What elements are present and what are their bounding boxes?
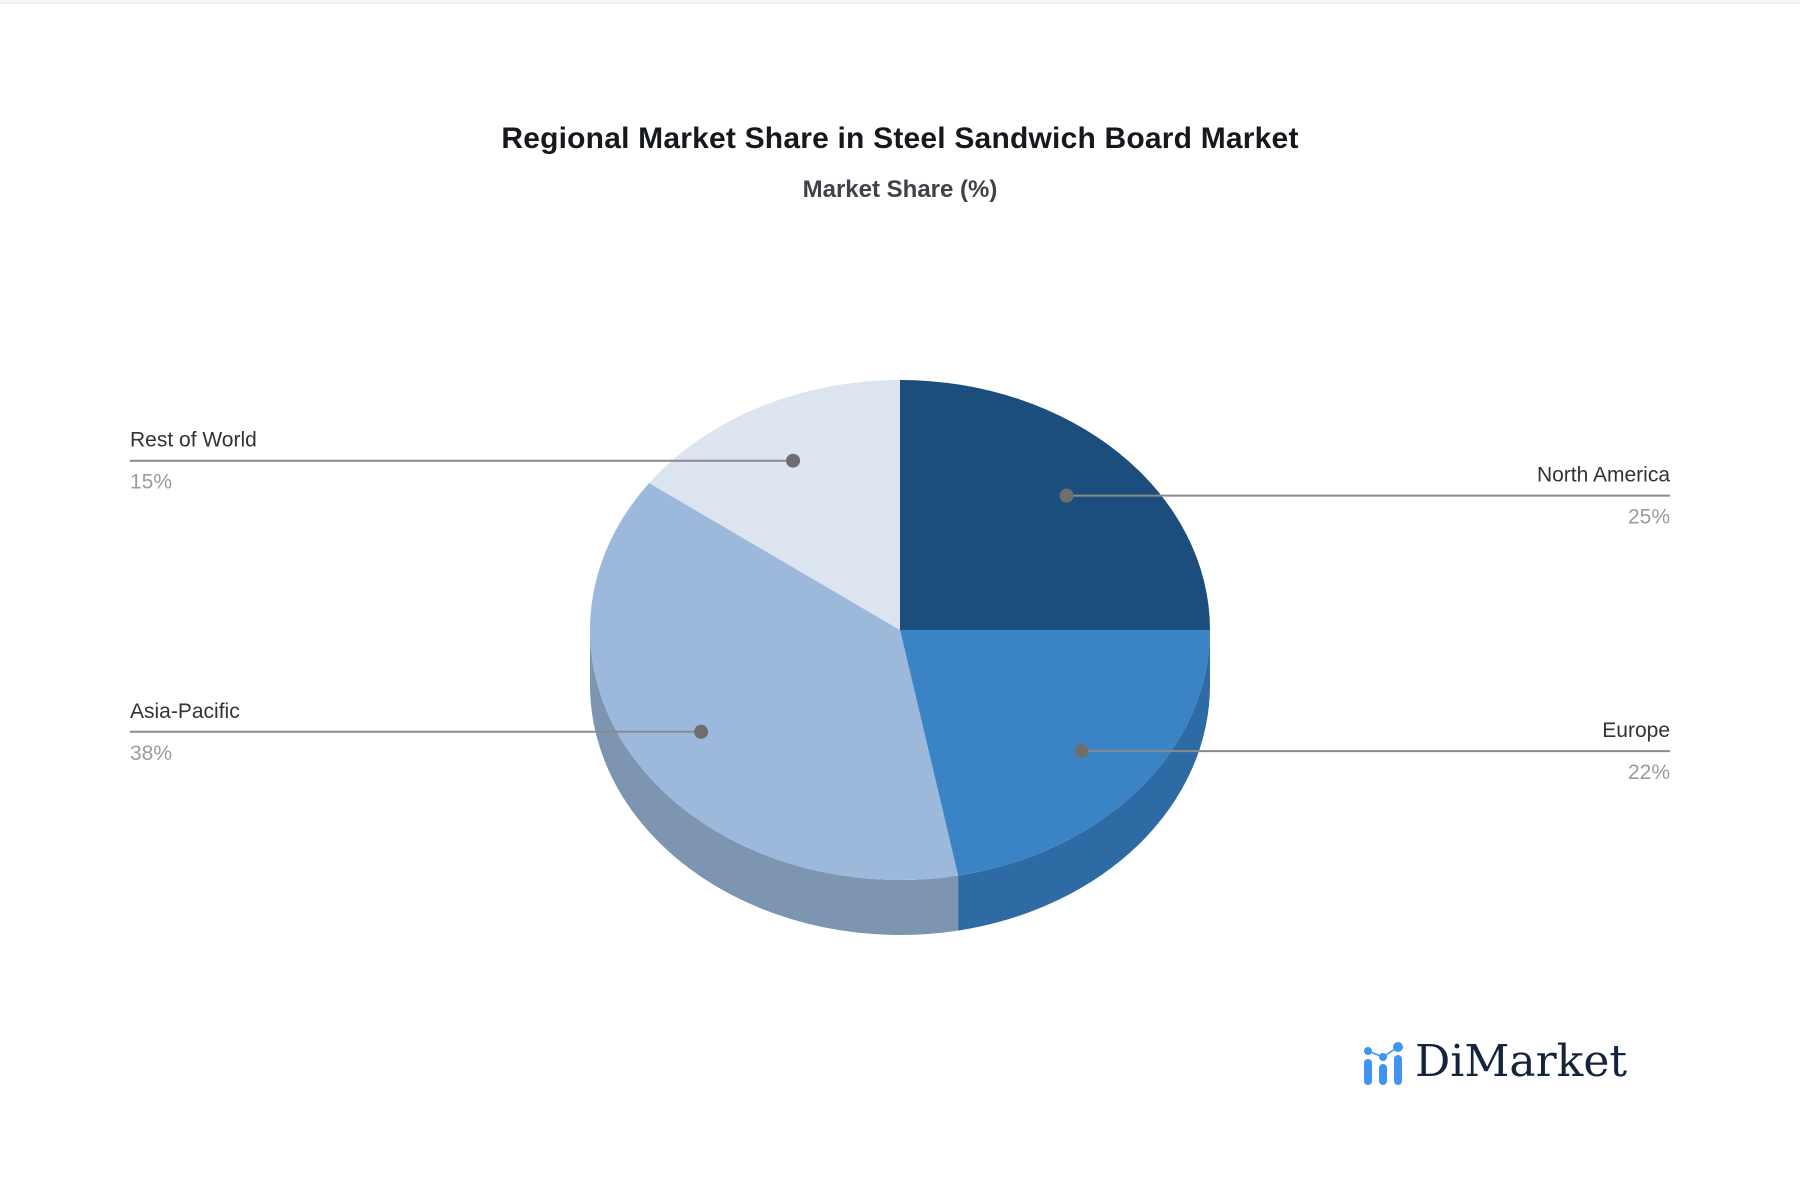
pie-slice-rest-of-world[interactable] (649, 380, 900, 630)
leader-dot-europe (1074, 744, 1089, 759)
leader-dot-asia-pacific (694, 724, 709, 739)
callout-value-europe: 22% (1628, 761, 1670, 784)
callout-label-north-america: North America (1537, 464, 1670, 487)
leader-dot-north-america (1059, 488, 1074, 503)
pie-slice-north-america[interactable] (900, 380, 1210, 630)
callout-value-rest-of-world: 15% (130, 471, 172, 494)
brand-logo-text: DiMarket (1415, 1036, 1628, 1087)
callout-value-asia-pacific: 38% (130, 742, 172, 765)
pie-slice-rim-asia-pacific (589, 630, 959, 936)
callout-label-rest-of-world: Rest of World (130, 429, 257, 452)
pie-slice-asia-pacific[interactable] (589, 483, 959, 881)
chart-subtitle: Market Share (%) (802, 176, 998, 203)
callout-label-asia-pacific: Asia-Pacific (130, 700, 240, 723)
pie-slice-rim-europe (958, 630, 1210, 931)
bar-chart-icon (1364, 1042, 1403, 1085)
callout-label-europe: Europe (1602, 719, 1670, 742)
brand-logo: DiMarket (1363, 1038, 1627, 1086)
chart-title: Regional Market Share in Steel Sandwich … (501, 122, 1299, 155)
top-border (0, 0, 1800, 4)
callout-value-north-america: 25% (1628, 506, 1670, 529)
chart-header: Regional Market Share in Steel Sandwich … (0, 122, 1800, 204)
leader-dot-rest-of-world (786, 453, 801, 468)
pie-slice-europe[interactable] (900, 630, 1210, 876)
